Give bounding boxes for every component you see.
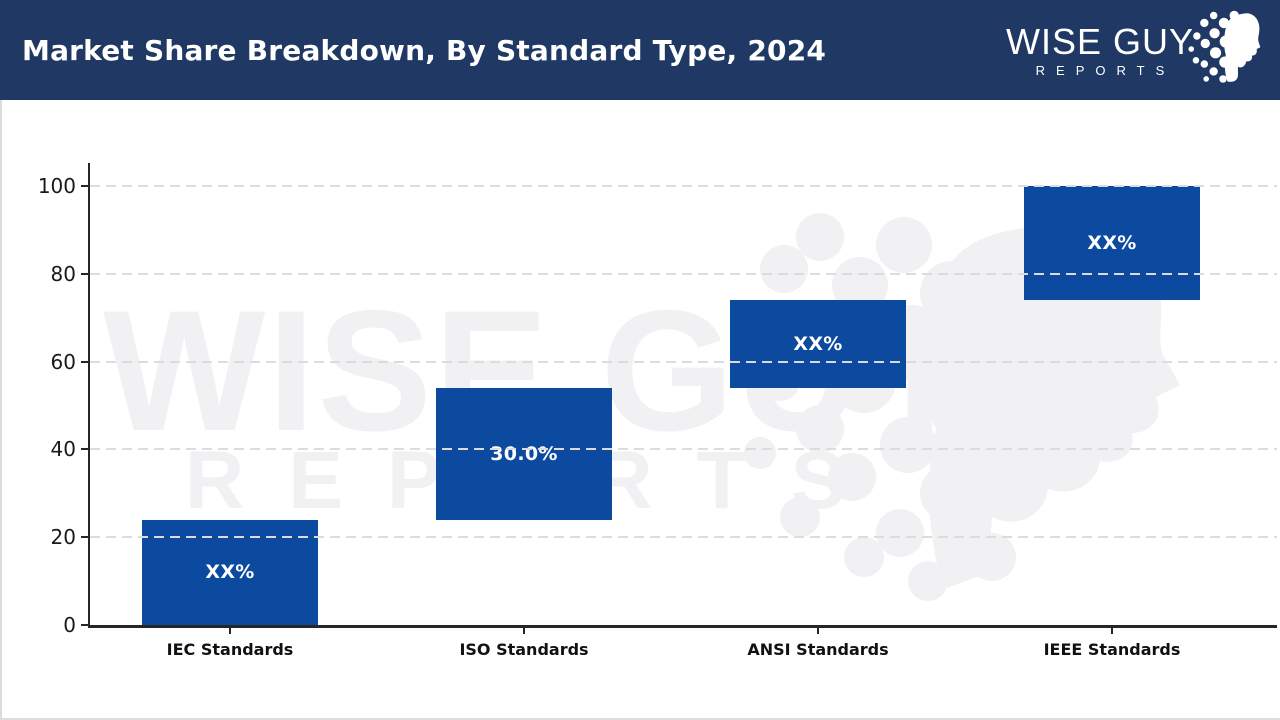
logo-wordmark: WISE GUY bbox=[1005, 21, 1194, 62]
y-axis-tick-label: 80 bbox=[50, 261, 76, 286]
x-axis-category-label: ISO Standards bbox=[459, 640, 589, 659]
logo-text: WISE GUY REPORTS bbox=[1005, 21, 1194, 79]
gridline-60 bbox=[90, 360, 1277, 363]
bar-ieee-standards: XX% bbox=[1024, 186, 1200, 301]
bar-value-label: 30.0% bbox=[490, 442, 558, 465]
y-axis-tick-label: 20 bbox=[50, 525, 76, 550]
x-axis-category-label: ANSI Standards bbox=[747, 640, 889, 659]
gridline-20 bbox=[90, 536, 1277, 539]
y-axis-tick-label: 40 bbox=[50, 437, 76, 462]
y-axis-tick bbox=[81, 272, 89, 275]
bar-ansi-standards: XX% bbox=[730, 300, 906, 388]
gridline-40 bbox=[90, 448, 1277, 451]
y-axis-tick bbox=[81, 360, 89, 363]
page-title: Market Share Breakdown, By Standard Type… bbox=[22, 33, 827, 67]
bar-value-label: XX% bbox=[205, 561, 255, 584]
bar-iso-standards: 30.0% bbox=[436, 387, 612, 520]
y-axis-tick-label: 100 bbox=[37, 174, 76, 198]
x-axis-tick bbox=[229, 627, 231, 634]
y-axis-tick bbox=[81, 448, 89, 451]
y-axis-tick-label: 60 bbox=[50, 349, 76, 374]
x-axis-category-label: IEC Standards bbox=[166, 640, 294, 659]
bar-value-label: XX% bbox=[793, 333, 843, 356]
logo-subtitle: REPORTS bbox=[1035, 63, 1176, 78]
logo-head-profile-icon bbox=[1188, 10, 1261, 83]
x-axis-category-label: IEEE Standards bbox=[1043, 640, 1181, 659]
gridline-100 bbox=[90, 185, 1277, 187]
logo: WISE GUY REPORTS bbox=[1006, 8, 1266, 92]
x-axis-tick bbox=[1111, 627, 1113, 634]
header-bar: Market Share Breakdown, By Standard Type… bbox=[0, 0, 1280, 100]
y-axis-tick bbox=[81, 624, 89, 626]
y-axis-tick-label: 0 bbox=[63, 613, 76, 637]
bar-value-label: XX% bbox=[1087, 232, 1137, 255]
x-axis-line bbox=[88, 625, 1277, 628]
x-axis-tick bbox=[817, 627, 819, 634]
x-axis-tick bbox=[523, 627, 525, 634]
gridline-80 bbox=[90, 272, 1277, 275]
y-axis-tick bbox=[81, 536, 89, 539]
y-axis-line bbox=[88, 163, 90, 628]
y-axis-tick bbox=[81, 185, 89, 187]
